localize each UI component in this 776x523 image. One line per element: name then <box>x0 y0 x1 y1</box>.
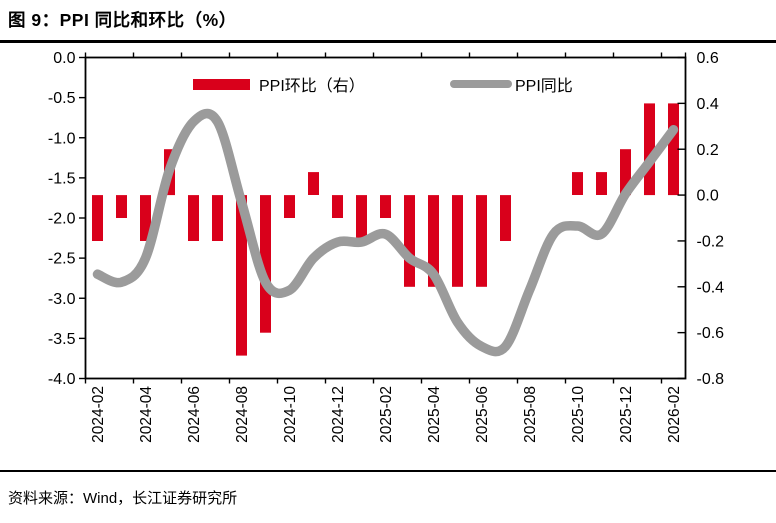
source-rule <box>0 470 776 472</box>
right-tick-label: 0.4 <box>697 96 719 113</box>
left-tick-label: -2.0 <box>48 211 76 228</box>
bar-2024-06 <box>188 195 199 241</box>
bar-2025-06 <box>476 195 487 287</box>
left-tick-label: 0.0 <box>53 50 75 67</box>
page-title: 图 9：PPI 同比和环比（%） <box>8 10 237 30</box>
bar-2025-03 <box>404 195 415 287</box>
x-tick-label: 2024-04 <box>138 386 155 443</box>
x-tick-label: 2024-06 <box>186 386 203 443</box>
left-tick-label: -4.0 <box>48 371 76 388</box>
right-tick-label: 0.6 <box>697 50 719 67</box>
bar-2025-01 <box>356 195 367 241</box>
bar-2026-02 <box>668 103 679 196</box>
x-tick-label: 2025-12 <box>618 386 635 443</box>
x-tick-label: 2024-02 <box>90 386 107 443</box>
bar-2025-11 <box>596 172 607 195</box>
x-tick-label: 2024-08 <box>234 386 251 443</box>
bar-2024-09 <box>260 195 271 333</box>
right-tick-label: -0.2 <box>697 234 725 251</box>
left-tick-label: -0.5 <box>48 90 76 107</box>
x-tick-label: 2024-10 <box>282 386 299 443</box>
x-tick-label: 2026-02 <box>666 386 683 443</box>
right-tick-label: -0.8 <box>697 371 725 388</box>
legend-item-ppi-mom: PPI环比（右） <box>193 74 365 95</box>
x-tick-label: 2024-12 <box>330 386 347 443</box>
legend-bar-label: PPI环比（右） <box>259 78 365 95</box>
title-rule <box>0 40 776 43</box>
legend-line-swatch-icon <box>450 80 512 88</box>
ppi-yoy-line <box>92 108 679 357</box>
x-tick-label: 2025-02 <box>378 386 395 443</box>
bar-2024-03 <box>116 195 127 218</box>
bar-2024-12 <box>332 195 343 218</box>
bar-2024-10 <box>284 195 295 218</box>
left-tick-label: -3.0 <box>48 291 76 308</box>
left-tick-label: -1.5 <box>48 170 76 187</box>
right-tick-label: 0.2 <box>697 142 719 159</box>
bar-2025-05 <box>452 195 463 287</box>
bar-2024-08 <box>236 195 247 356</box>
bar-2025-07 <box>500 195 511 241</box>
bar-2024-04 <box>140 195 151 241</box>
right-tick-label: 0.0 <box>697 188 719 205</box>
bar-2024-11 <box>308 172 319 195</box>
bar-2025-02 <box>380 195 391 218</box>
x-tick-label: 2025-06 <box>474 386 491 443</box>
left-tick-label: -3.5 <box>48 331 76 348</box>
right-tick-label: -0.6 <box>697 325 725 342</box>
bar-2025-04 <box>428 195 439 287</box>
x-tick-label: 2025-10 <box>570 386 587 443</box>
legend-line-label: PPI同比 <box>515 78 573 95</box>
bar-2024-02 <box>92 195 103 241</box>
x-tick-label: 2025-04 <box>426 386 443 443</box>
source-text: 资料来源：Wind，长江证券研究所 <box>8 490 238 507</box>
bar-2025-12 <box>620 149 631 196</box>
left-tick-label: -1.0 <box>48 130 76 147</box>
legend-item-ppi-yoy: PPI同比 <box>450 74 573 95</box>
x-tick-label: 2025-08 <box>522 386 539 443</box>
right-tick-label: -0.4 <box>697 279 725 296</box>
bar-2025-10 <box>572 172 583 195</box>
bar-2026-01 <box>644 103 655 196</box>
left-tick-label: -2.5 <box>48 251 76 268</box>
bar-2024-07 <box>212 195 223 241</box>
legend-bar-swatch-icon <box>193 78 250 90</box>
